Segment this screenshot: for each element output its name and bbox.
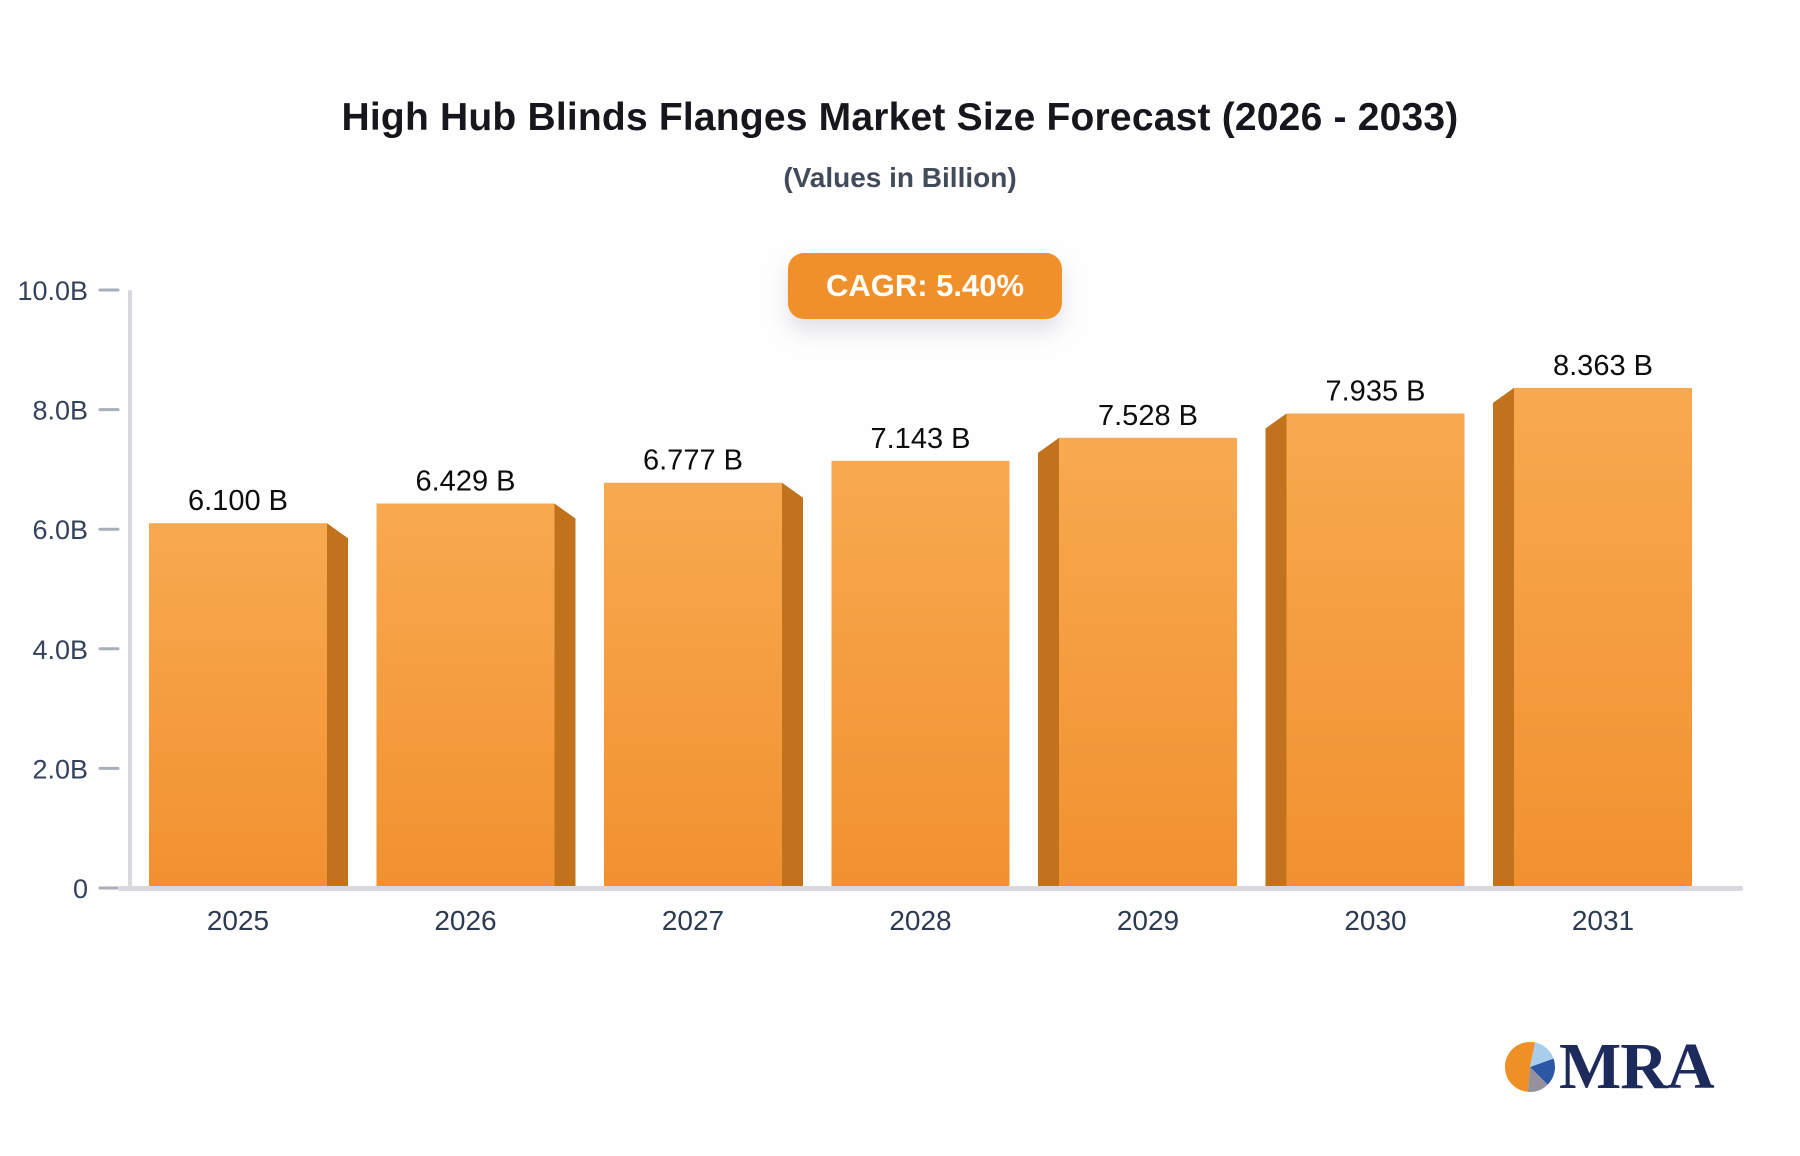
- x-tick-label: 2030: [1344, 905, 1406, 936]
- pie-wedge-lightblue: [1530, 1042, 1554, 1067]
- pie-wedge-blue: [1530, 1058, 1555, 1085]
- bar-2028: [831, 460, 1010, 888]
- x-axis-line: [118, 886, 1743, 891]
- bar-value-label: 8.363 B: [1553, 350, 1653, 382]
- bar-2025: [149, 523, 327, 888]
- pie-wedge-gray: [1527, 1067, 1548, 1092]
- mra-pie-icon: [1504, 1041, 1555, 1092]
- cagr-badge: CAGR: 5.40%: [787, 253, 1063, 319]
- bar-2029: [1059, 437, 1237, 888]
- bar-2031: [1514, 387, 1692, 888]
- bar-2030: [1286, 413, 1465, 888]
- y-tick-label: 8.0B: [32, 396, 88, 426]
- x-tick-label: 2028: [889, 905, 951, 936]
- x-tick-label: 2027: [662, 905, 724, 936]
- bar-value-label: 7.935 B: [1326, 375, 1426, 407]
- y-tick-label: 10.0B: [17, 276, 88, 306]
- x-tick-label: 2025: [207, 905, 269, 936]
- plot-area: 0 2.0B 4.0B 6.0B 8.0B 10.0B 6.100 B 2025 6.429 B…: [17, 276, 1743, 936]
- bar-side-face: [327, 523, 348, 888]
- bar-side-face: [554, 503, 576, 888]
- x-tick-label: 2031: [1572, 905, 1634, 936]
- bar-side-face: [1265, 413, 1287, 888]
- x-tick-label: 2029: [1117, 905, 1179, 936]
- chart-title: High Hub Blinds Flanges Market Size Fore…: [341, 96, 1459, 139]
- bar-value-label: 7.143 B: [871, 423, 971, 455]
- bar-side-face: [782, 482, 803, 888]
- bar-2026: [376, 503, 555, 888]
- y-tick-label: 2.0B: [32, 754, 88, 784]
- pie-wedge-orange: [1504, 1041, 1536, 1092]
- bar-value-label: 6.777 B: [643, 445, 743, 477]
- y-tick-label: 4.0B: [32, 635, 88, 665]
- bar-value-label: 6.100 B: [188, 485, 288, 517]
- bar-side-face: [1493, 387, 1514, 888]
- bar-value-label: 6.429 B: [416, 466, 516, 498]
- chart-subtitle: (Values in Billion): [783, 162, 1017, 193]
- bar-side-face: [1038, 437, 1059, 888]
- y-tick-label: 6.0B: [32, 515, 88, 545]
- y-tick-label: 0: [73, 874, 88, 904]
- y-axis-line: [128, 290, 132, 888]
- x-tick-label: 2026: [434, 905, 496, 936]
- mra-logo-text: MRA: [1559, 1030, 1715, 1103]
- bar-value-label: 7.528 B: [1098, 400, 1198, 432]
- mra-logo: MRA: [1504, 1030, 1715, 1103]
- bar-2027: [604, 482, 782, 888]
